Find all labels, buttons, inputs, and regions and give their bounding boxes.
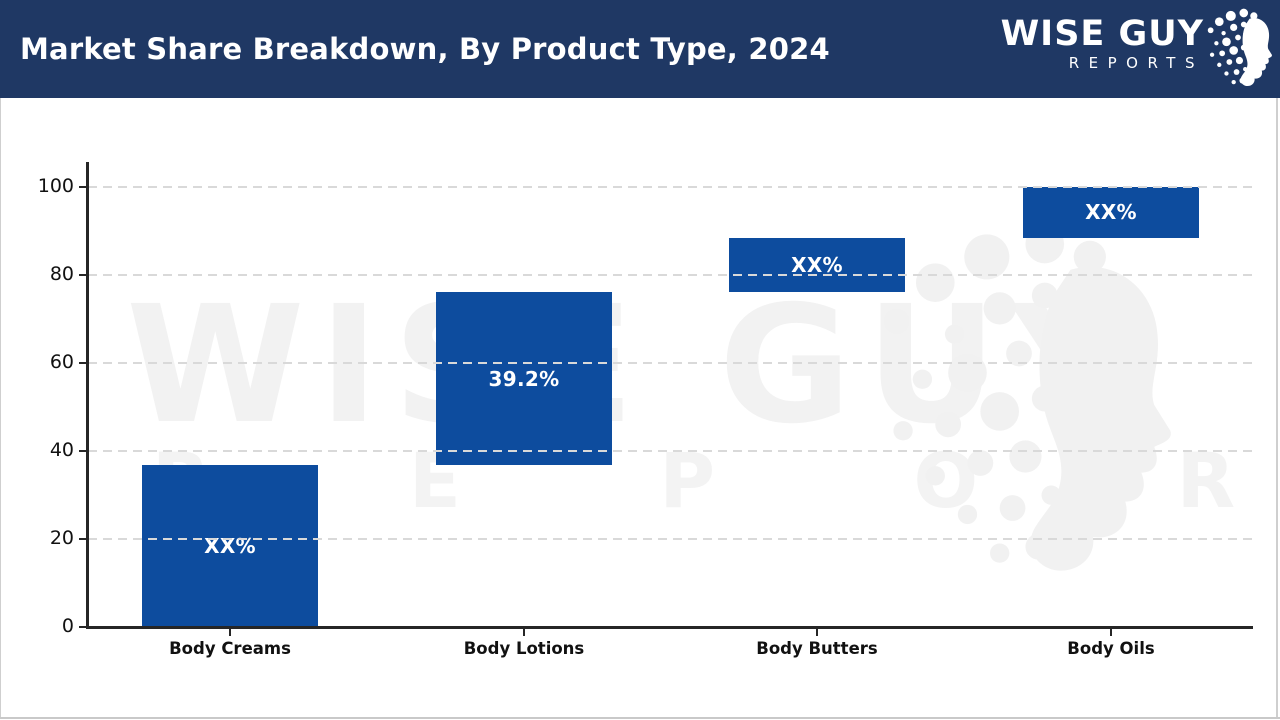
y-axis-tick xyxy=(79,185,87,188)
y-axis-tick-label: 60 xyxy=(49,350,74,373)
y-axis-tick xyxy=(79,537,87,540)
x-category-label: Body Creams xyxy=(169,639,291,658)
header-band: Market Share Breakdown, By Product Type,… xyxy=(0,0,1280,98)
brand-logo-subname: REPORTS xyxy=(1068,53,1204,72)
y-axis-tick-label: 40 xyxy=(49,438,74,461)
brand-logo-name: WISE GUY xyxy=(1000,14,1204,54)
x-axis-tick xyxy=(229,629,231,636)
y-axis-tick xyxy=(79,626,87,628)
y-axis-tick-label: 20 xyxy=(49,526,74,549)
x-axis-tick xyxy=(523,629,525,636)
y-axis-tick-label: 0 xyxy=(61,615,74,637)
gridline xyxy=(88,361,1253,364)
frame-border-left xyxy=(0,98,1,717)
x-category-label: Body Oils xyxy=(1067,639,1155,658)
frame-border-bottom xyxy=(0,717,1280,719)
bar: XX% xyxy=(729,238,905,293)
x-category-label: Body Butters xyxy=(756,639,878,658)
bar: XX% xyxy=(1023,186,1199,239)
bar-value-label: XX% xyxy=(791,253,843,278)
y-axis-tick xyxy=(79,273,87,276)
bar: XX% xyxy=(142,464,318,627)
chart-title: Market Share Breakdown, By Product Type,… xyxy=(20,32,830,66)
x-axis-tick xyxy=(816,629,818,636)
x-axis-line xyxy=(86,626,1253,629)
x-axis-tick xyxy=(1110,629,1112,636)
y-axis-tick xyxy=(79,449,87,452)
watermark-text-wise-guy: WISE GUY xyxy=(126,272,1143,460)
y-axis-tick-label: 100 xyxy=(37,174,74,197)
frame-border-right xyxy=(1276,98,1278,717)
x-category-label: Body Lotions xyxy=(463,639,585,658)
brand-head-logo-icon xyxy=(1207,8,1272,87)
bar-value-label: 39.2% xyxy=(488,366,560,391)
bar: 39.2% xyxy=(436,292,612,465)
brand-logo: WISE GUY REPORTS xyxy=(1001,16,1204,72)
gridline xyxy=(88,185,1253,188)
gridline xyxy=(88,273,1253,276)
gridline xyxy=(88,449,1253,452)
y-axis-tick xyxy=(79,361,87,364)
y-axis-line xyxy=(86,162,89,629)
bar-value-label: XX% xyxy=(1085,200,1137,225)
y-axis-tick-label: 80 xyxy=(49,262,74,285)
gridline xyxy=(88,537,1253,540)
